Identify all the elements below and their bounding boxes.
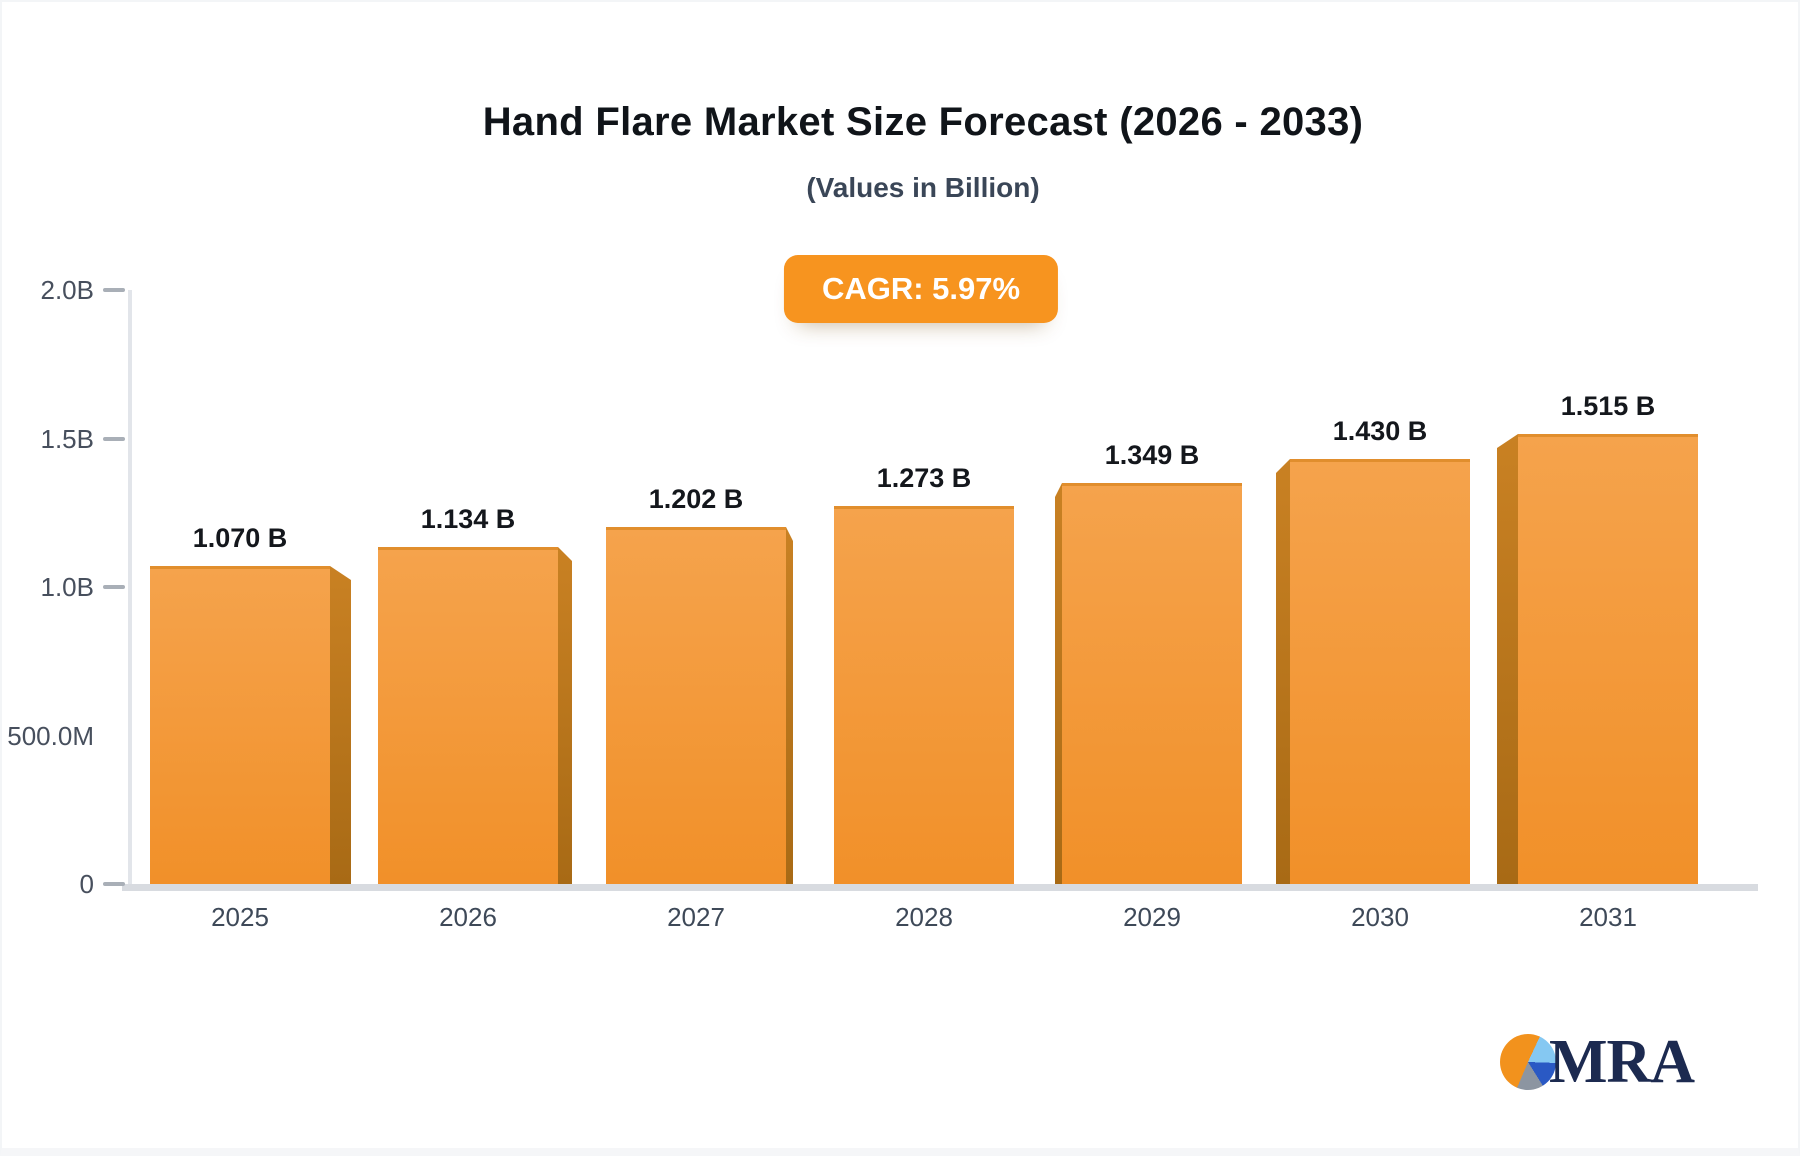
x-tick-label-2029: 2029 [1123, 902, 1181, 932]
y-tick-dash [103, 882, 125, 886]
y-axis-line [128, 290, 132, 886]
bar-value-label: 1.273 B [876, 463, 972, 493]
x-tick-label-2028: 2028 [895, 902, 953, 932]
bar-2031[interactable] [1497, 434, 1698, 884]
y-tick-label: 2.0B [40, 275, 95, 305]
x-tick-label-2031: 2031 [1579, 902, 1637, 932]
bar-front-face [150, 566, 330, 884]
logo-text: MRA [1549, 1028, 1695, 1096]
y-tick-label: 0 [79, 869, 94, 899]
bar-value-label: 1.515 B [1560, 391, 1656, 421]
pie-chart-logo-icon [1500, 1034, 1556, 1090]
bar-value-label: 1.430 B [1332, 416, 1428, 446]
bar-side-face [1497, 434, 1518, 884]
bar-2025[interactable] [150, 566, 351, 884]
bar-front-face [834, 506, 1014, 884]
bar-2029[interactable] [1055, 483, 1242, 884]
y-tick-dash [103, 288, 125, 292]
x-tick-label-2030: 2030 [1351, 902, 1409, 932]
bar-side-face [786, 527, 793, 884]
bar-side-face [1055, 483, 1062, 884]
bar-value-label: 1.134 B [420, 504, 516, 534]
chart-subtitle: (Values in Billion) [806, 172, 1040, 203]
bar-2030[interactable] [1276, 459, 1470, 884]
x-tick-label-2025: 2025 [211, 902, 269, 932]
mra-logo: MRA [1500, 1028, 1695, 1096]
bar-front-face [1290, 459, 1470, 884]
y-tick-label: 1.0B [40, 572, 95, 602]
bar-front-face [1062, 483, 1242, 884]
bar-2027[interactable] [606, 527, 793, 884]
bar-side-face [1276, 459, 1290, 884]
x-tick-label-2026: 2026 [439, 902, 497, 932]
bar-front-face [606, 527, 786, 884]
bar-value-label: 1.349 B [1104, 440, 1200, 470]
x-tick-label-2027: 2027 [667, 902, 725, 932]
bar-side-face [330, 566, 351, 884]
bar-2028[interactable] [834, 506, 1014, 884]
cagr-badge: CAGR: 5.97% [783, 255, 1059, 323]
bar-side-face [558, 547, 572, 884]
bar-value-label: 1.202 B [648, 484, 744, 514]
y-tick-dash [103, 585, 125, 589]
y-tick-label: 1.5B [40, 423, 95, 454]
bar-2026[interactable] [378, 547, 572, 884]
y-tick-label: 500.0M [7, 720, 94, 751]
y-tick-dash [103, 436, 125, 441]
x-axis-baseline [122, 884, 1758, 891]
bar-front-face [378, 547, 558, 884]
chart-title: Hand Flare Market Size Forecast (2026 - … [482, 100, 1364, 144]
bar-value-label: 1.070 B [192, 523, 288, 553]
bar-front-face [1518, 434, 1698, 884]
